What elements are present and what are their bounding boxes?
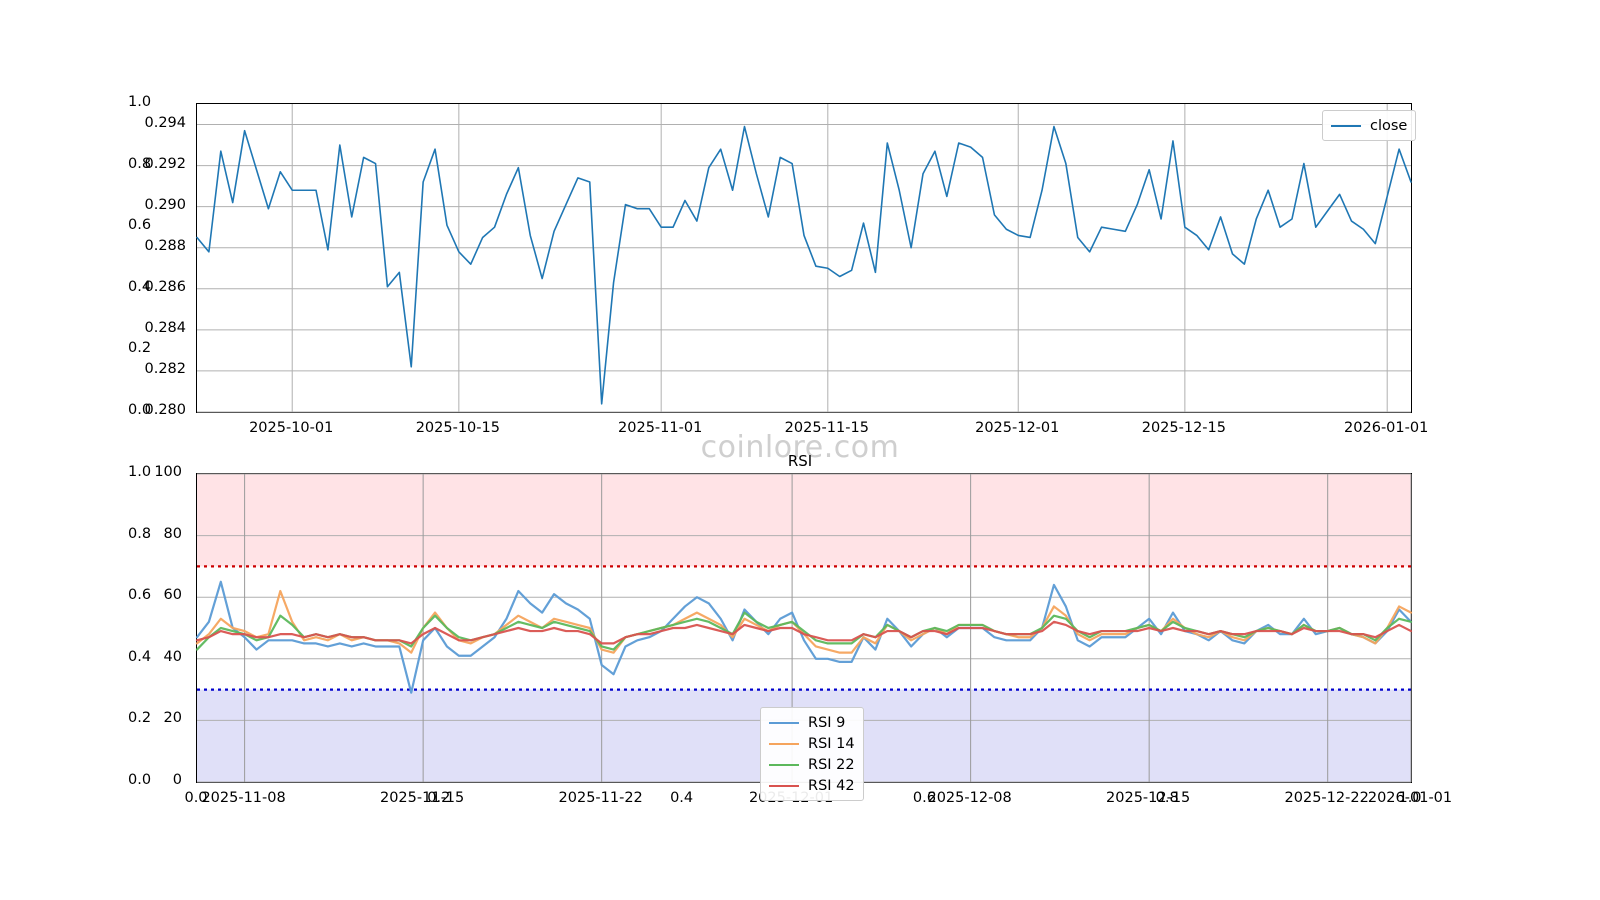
rsi-y-tick: 100 (154, 464, 182, 480)
rsi-y-ghost-tick: 1.0 (128, 464, 152, 480)
rsi-y-tick: 80 (163, 525, 182, 542)
rsi-y-ghost-tick: 0.0 (128, 772, 152, 788)
rsi-y-ghost-tick: 0.2 (128, 710, 152, 727)
rsi-legend-item[interactable]: RSI 22 (769, 754, 855, 775)
price-y-tick: 0.280 (144, 402, 186, 418)
price-y-ghost-tick: 0.2 (128, 340, 152, 357)
rsi-legend-label: RSI 14 (808, 735, 855, 752)
rsi-x-ghost-tick: 1.0 (1398, 790, 1422, 806)
rsi-x-ghost-tick: 0.8 (1155, 790, 1179, 806)
rsi-y-tick: 0 (172, 772, 182, 788)
price-y-tick: 0.288 (144, 237, 186, 254)
price-chart-panel (196, 103, 1412, 413)
price-y-tick: 0.284 (144, 319, 186, 336)
rsi-x-ghost-tick: 0.0 (184, 790, 208, 806)
price-legend: close (1322, 110, 1417, 141)
price-y-ghost-tick: 1.0 (128, 94, 152, 110)
price-y-ghost-tick: 0.0 (128, 402, 152, 418)
price-x-tick: 2025-12-15 (1141, 420, 1226, 436)
price-y-tick: 0.290 (144, 196, 186, 213)
price-y-tick: 0.282 (144, 360, 186, 377)
rsi-x-tick: 2025-11-15 (379, 790, 465, 806)
rsi-x-tick: 2025-11-22 (558, 790, 643, 806)
rsi-legend-swatch-icon (769, 742, 799, 745)
rsi-legend-item[interactable]: RSI 9 (769, 712, 855, 733)
price-y-ghost-tick: 0.4 (128, 278, 152, 295)
rsi-legend-swatch-icon (769, 784, 799, 787)
rsi-x-tick: 2025-12-15 (1106, 790, 1191, 806)
rsi-x-tick: 2026-01-01 (1367, 790, 1453, 806)
price-legend-item[interactable]: close (1331, 115, 1407, 136)
rsi-x-ghost-tick: 0.2 (427, 790, 451, 806)
price-x-tick: 2025-10-15 (415, 420, 500, 436)
rsi-legend-label: RSI 42 (808, 777, 855, 794)
rsi-x-tick: 2025-12-08 (927, 790, 1012, 806)
rsi-legend-label: RSI 9 (808, 714, 846, 731)
rsi-y-ghost-tick: 0.4 (128, 648, 152, 665)
rsi-y-ghost-tick: 0.8 (128, 525, 152, 542)
price-x-tick: 2025-11-01 (618, 420, 703, 436)
rsi-y-tick: 40 (163, 648, 182, 665)
watermark: coinlore.com (700, 430, 900, 465)
price-x-tick: 2026-01-01 (1344, 420, 1429, 436)
price-legend-label: close (1370, 117, 1408, 134)
price-y-tick: 0.292 (144, 155, 186, 172)
price-x-tick: 2025-10-01 (249, 420, 334, 436)
rsi-x-tick: 2025-11-08 (201, 790, 286, 806)
price-x-tick: 2025-12-01 (975, 420, 1060, 436)
rsi-chart-panel (195, 473, 1413, 783)
price-y-ghost-tick: 0.8 (128, 155, 152, 172)
rsi-x-ghost-tick: 0.6 (912, 790, 936, 806)
rsi-legend-swatch-icon (769, 721, 799, 724)
price-x-tick: 2025-11-15 (784, 420, 869, 436)
rsi-legend-item[interactable]: RSI 42 (769, 775, 855, 796)
price-legend-swatch-icon (1331, 124, 1361, 127)
price-y-tick: 0.294 (144, 114, 186, 131)
rsi-y-ghost-tick: 0.6 (128, 587, 152, 604)
price-y-ghost-tick: 0.6 (128, 217, 152, 234)
rsi-x-ghost-tick: 0.4 (670, 790, 694, 806)
rsi-legend-swatch-icon (769, 763, 799, 766)
price-line-plot (196, 104, 1412, 413)
rsi-y-tick: 20 (163, 710, 182, 727)
price-y-tick: 0.286 (144, 278, 186, 295)
rsi-legend-label: RSI 22 (808, 756, 855, 773)
rsi-legend-item[interactable]: RSI 14 (769, 733, 855, 754)
rsi-legend: RSI 9 RSI 14 RSI 22 RSI 42 (760, 707, 864, 801)
rsi-x-tick: 2025-12-22 (1284, 790, 1369, 806)
rsi-chart-title: RSI (787, 452, 813, 470)
rsi-y-tick: 60 (163, 587, 182, 604)
